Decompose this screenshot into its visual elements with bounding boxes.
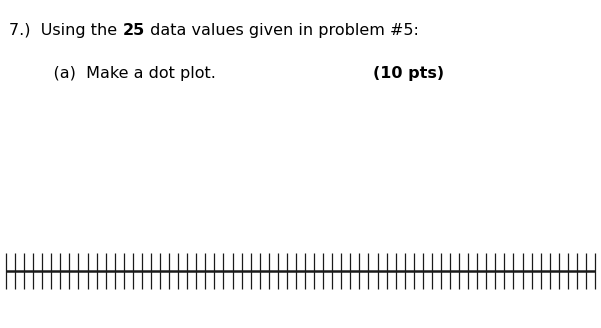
Text: (10 pts): (10 pts) (373, 66, 444, 81)
Text: (a)  Make a dot plot.: (a) Make a dot plot. (33, 66, 216, 81)
Text: 25: 25 (122, 23, 144, 38)
Text: data values given in problem #5:: data values given in problem #5: (144, 23, 418, 38)
Text: 7.)  Using the: 7.) Using the (9, 23, 122, 38)
